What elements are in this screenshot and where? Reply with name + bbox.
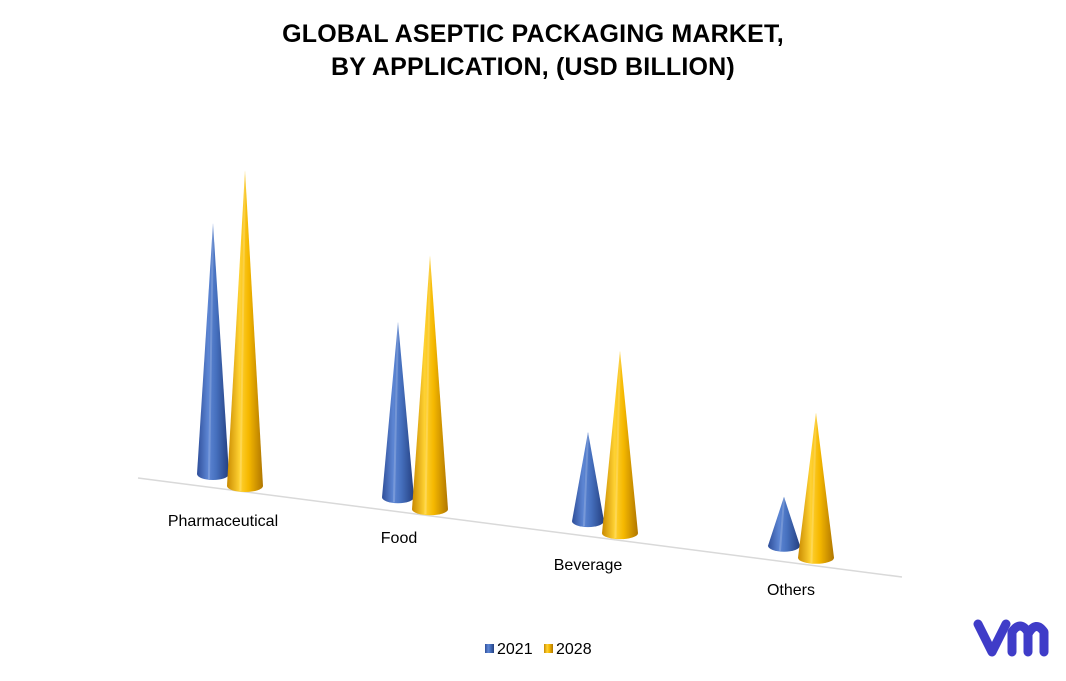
category-label-beverage: Beverage [554,557,623,574]
legend: 2021 2028 [485,641,592,658]
floor-line [137,477,903,578]
legend-swatch-2028 [544,644,553,653]
cones-layer [197,170,834,564]
cone-body-pharmaceutical-2028 [227,170,263,493]
category-label-others: Others [767,582,815,599]
chart-title-line-1: GLOBAL ASEPTIC PACKAGING MARKET, [282,20,784,48]
chart-title-line-2: BY APPLICATION, (USD BILLION) [331,53,735,81]
cone-body-food-2028 [412,255,448,516]
cone-others-2021 [768,496,800,552]
cone-highlight-pharmaceutical-2028 [239,172,246,492]
cone-body-beverage-2021 [572,431,604,528]
vmr-logo-icon [973,619,1049,657]
category-labels: Pharmaceutical Food Beverage Others [168,513,815,599]
legend-label-2028: 2028 [556,641,592,658]
cone-others-2028 [798,412,834,564]
cone-highlight-others-2021 [779,498,785,551]
category-label-pharmaceutical: Pharmaceutical [168,513,278,530]
cone-beverage-2021 [572,431,604,528]
cone-highlight-beverage-2021 [583,433,589,527]
cone-highlight-food-2028 [424,257,431,515]
cone-food-2021 [382,321,414,504]
cone-highlight-pharmaceutical-2021 [208,225,214,480]
cone-body-beverage-2028 [602,350,638,540]
cone-highlight-food-2021 [393,323,399,503]
cone-food-2028 [412,255,448,516]
legend-label-2021: 2021 [497,641,533,658]
cone-body-others-2021 [768,496,800,552]
category-label-food: Food [381,530,417,547]
cone-highlight-beverage-2028 [614,352,621,539]
cone-pharmaceutical-2021 [197,223,229,480]
cone-body-pharmaceutical-2021 [197,223,229,480]
cone-beverage-2028 [602,350,638,540]
cone-body-food-2021 [382,321,414,504]
cone-highlight-others-2028 [810,414,817,563]
cone-body-others-2028 [798,412,834,564]
legend-swatch-2021 [485,644,494,653]
cone-pharmaceutical-2028 [227,170,263,493]
chart-title: GLOBAL ASEPTIC PACKAGING MARKET, BY APPL… [0,18,1066,84]
